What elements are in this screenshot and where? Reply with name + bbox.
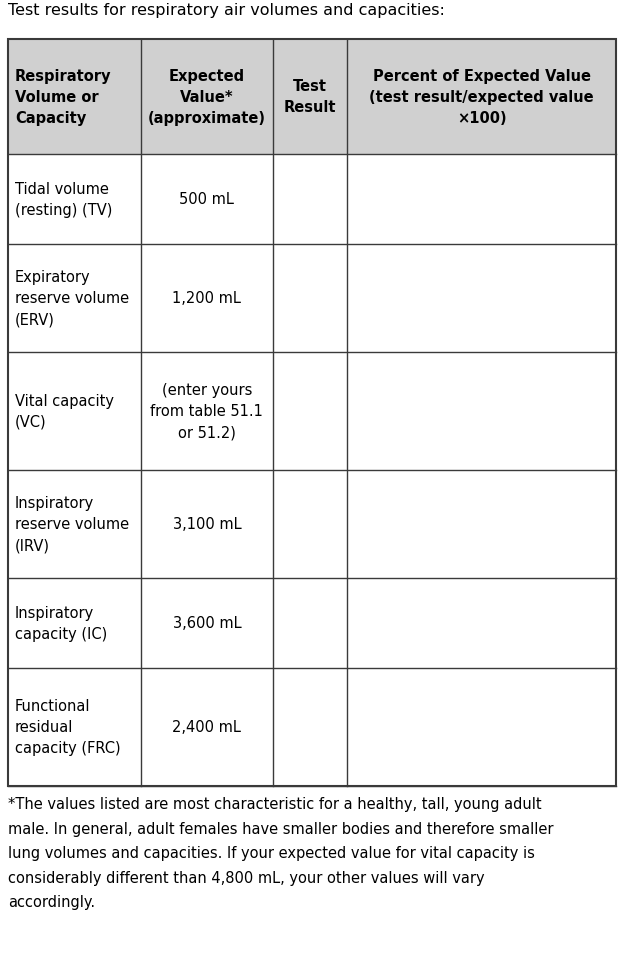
Text: Expected
Value*
(approximate): Expected Value* (approximate) [148,69,266,126]
Bar [8,40,616,786]
Text: *The values listed are most characteristic for a healthy, tall, young adult
male: *The values listed are most characterist… [8,796,553,910]
Text: Respiratory
Volume or
Capacity: Respiratory Volume or Capacity [15,69,112,126]
Text: 1,200 mL: 1,200 mL [172,291,241,306]
Text: 3,600 mL: 3,600 mL [172,616,241,631]
Text: Functional
residual
capacity (FRC): Functional residual capacity (FRC) [15,699,120,756]
Text: 3,100 mL: 3,100 mL [172,517,241,531]
Text: Inspiratory
capacity (IC): Inspiratory capacity (IC) [15,606,107,641]
Text: Tidal volume
(resting) (TV): Tidal volume (resting) (TV) [15,182,112,218]
Text: Expiratory
reserve volume
(ERV): Expiratory reserve volume (ERV) [15,271,129,327]
Text: Test results for respiratory air volumes and capacities:: Test results for respiratory air volumes… [8,3,445,18]
Text: Inspiratory
reserve volume
(IRV): Inspiratory reserve volume (IRV) [15,496,129,553]
Text: (enter yours
from table 51.1
or 51.2): (enter yours from table 51.1 or 51.2) [150,383,263,440]
Text: 500 mL: 500 mL [179,192,234,207]
Text: Test
Result: Test Result [284,79,336,115]
Text: Percent of Expected Value
(test result/expected value
×100): Percent of Expected Value (test result/e… [369,69,594,126]
Bar [8,40,616,154]
Text: 2,400 mL: 2,400 mL [172,720,241,735]
Text: Vital capacity
(VC): Vital capacity (VC) [15,394,114,430]
